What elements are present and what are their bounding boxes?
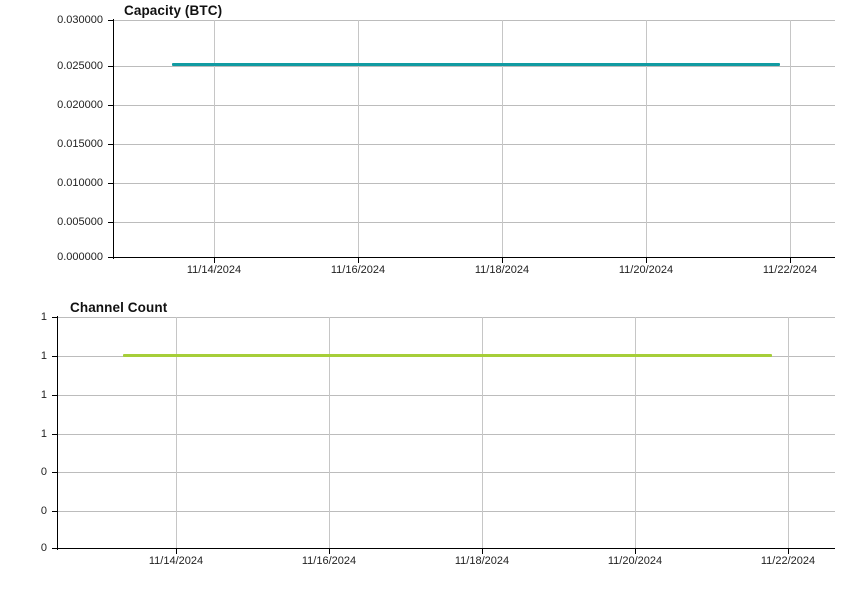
channel-gridline-h-5 [58,511,835,512]
capacity-x-label-1: 11/16/2024 [330,264,386,276]
channel-y-label-1: 1 [40,350,47,362]
channel-y-tick-5 [52,511,57,512]
channel-y-label-3: 1 [40,428,47,440]
capacity-y-tick-4 [108,183,113,184]
channel-y-label-6: 0 [40,542,47,554]
channel-x-tick-3 [635,549,636,554]
channel-y-tick-6 [52,548,57,549]
channel-count-chart-title: Channel Count [70,300,168,315]
capacity-gridline-v-0 [214,20,215,257]
channel-y-tick-4 [52,472,57,473]
capacity-y-axis-line [113,19,114,259]
capacity-gridline-h-5 [114,222,835,223]
capacity-chart-panel: Capacity (BTC) [0,0,860,290]
channel-gridline-v-3 [635,317,636,548]
capacity-x-tick-4 [790,258,791,263]
channel-x-tick-1 [329,549,330,554]
capacity-y-label-6: 0.000000 [57,251,103,263]
channel-x-tick-0 [176,549,177,554]
capacity-gridline-v-4 [790,20,791,257]
channel-count-chart-panel: Channel Count [0,290,860,590]
capacity-y-tick-6 [108,257,113,258]
channel-y-tick-1 [52,356,57,357]
channel-x-tick-4 [788,549,789,554]
channel-x-label-1: 11/16/2024 [301,555,357,567]
channel-y-tick-0 [52,317,57,318]
channel-gridline-h-3 [58,434,835,435]
capacity-x-label-4: 11/22/2024 [762,264,818,276]
channel-y-axis-line [57,316,58,550]
capacity-gridline-v-2 [502,20,503,257]
channel-gridline-h-2 [58,395,835,396]
capacity-y-label-1: 0.025000 [57,60,103,72]
capacity-gridline-h-2 [114,105,835,106]
capacity-gridline-h-1 [114,66,835,67]
capacity-x-label-2: 11/18/2024 [474,264,530,276]
capacity-y-tick-1 [108,66,113,67]
capacity-y-label-3: 0.015000 [57,138,103,150]
channel-gridline-v-2 [482,317,483,548]
channel-gridline-h-4 [58,472,835,473]
channel-y-label-2: 1 [40,389,47,401]
capacity-y-tick-3 [108,144,113,145]
capacity-plot-area [114,20,835,257]
capacity-series-line [172,63,780,66]
channel-y-tick-2 [52,395,57,396]
channel-gridline-v-4 [788,317,789,548]
capacity-x-axis-line [113,257,835,258]
channel-gridline-h-0 [58,317,835,318]
channel-y-label-5: 0 [40,505,47,517]
channel-y-label-4: 0 [40,466,47,478]
capacity-gridline-h-4 [114,183,835,184]
channel-x-label-0: 11/14/2024 [148,555,204,567]
capacity-y-label-2: 0.020000 [57,99,103,111]
capacity-x-tick-1 [358,258,359,263]
capacity-y-tick-2 [108,105,113,106]
capacity-x-label-0: 11/14/2024 [186,264,242,276]
capacity-chart-title: Capacity (BTC) [124,3,223,18]
capacity-gridline-v-3 [646,20,647,257]
channel-x-label-3: 11/20/2024 [607,555,663,567]
channel-x-label-2: 11/18/2024 [454,555,510,567]
channel-count-plot-area [58,317,835,548]
channel-gridline-v-1 [329,317,330,548]
channel-x-axis-line [57,548,835,549]
capacity-y-label-4: 0.010000 [57,177,103,189]
capacity-gridline-h-0 [114,20,835,21]
capacity-gridline-v-1 [358,20,359,257]
capacity-y-tick-0 [108,20,113,21]
channel-y-label-0: 1 [40,311,47,323]
channel-x-label-4: 11/22/2024 [760,555,816,567]
channel-gridline-v-0 [176,317,177,548]
capacity-y-label-0: 0.030000 [57,14,103,26]
capacity-x-tick-0 [214,258,215,263]
capacity-x-label-3: 11/20/2024 [618,264,674,276]
channel-count-series-line [123,354,772,357]
capacity-y-tick-5 [108,222,113,223]
capacity-gridline-h-3 [114,144,835,145]
capacity-x-tick-3 [646,258,647,263]
capacity-x-tick-2 [502,258,503,263]
channel-x-tick-2 [482,549,483,554]
channel-y-tick-3 [52,434,57,435]
capacity-y-label-5: 0.005000 [57,216,103,228]
